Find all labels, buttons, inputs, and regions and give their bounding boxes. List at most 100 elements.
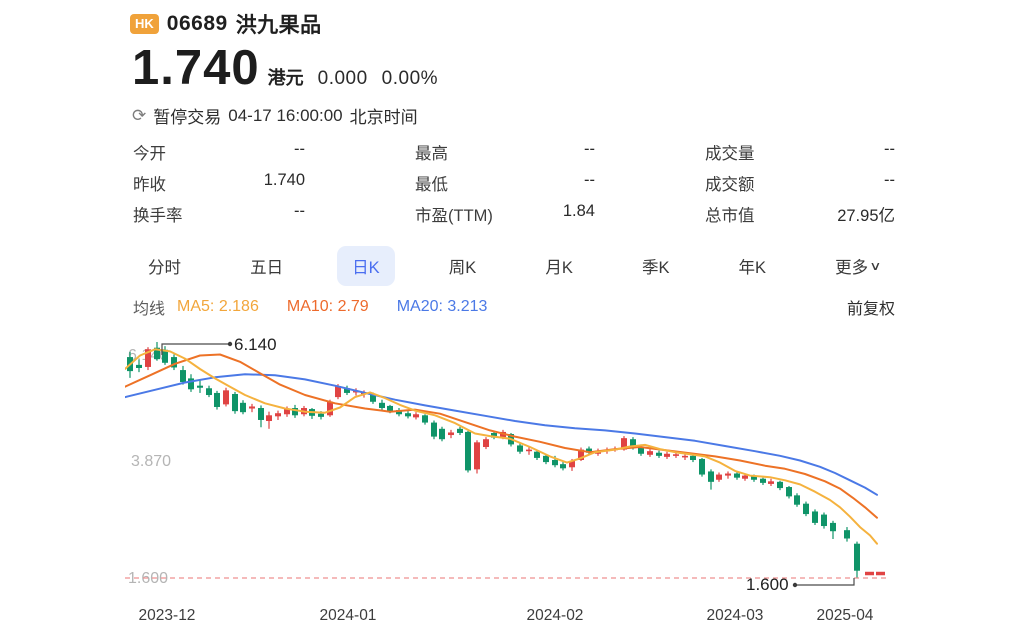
low-annotation-label: 1.600 bbox=[746, 575, 789, 594]
low-annotation-dot bbox=[792, 582, 798, 588]
candle-body bbox=[760, 478, 766, 483]
tab-weekly-k[interactable]: 周K bbox=[448, 259, 477, 277]
candle-body bbox=[344, 388, 350, 393]
refresh-icon[interactable]: ⟳ bbox=[132, 105, 147, 125]
quote-cell-turnover: 成交额 -- bbox=[705, 171, 895, 194]
tab-minute[interactable]: 分时 bbox=[148, 259, 181, 277]
candle-body bbox=[552, 460, 558, 466]
quote-value: 1.740 bbox=[263, 171, 305, 189]
candle-body bbox=[171, 357, 177, 368]
low-annotation-connector bbox=[795, 578, 855, 586]
x-axis-label: 2024-01 bbox=[320, 607, 377, 624]
tab-monthly-k[interactable]: 月K bbox=[545, 259, 573, 277]
quote-label: 市盈(TTM) bbox=[415, 207, 493, 225]
candle-body bbox=[812, 511, 818, 523]
chevron-down-icon: ∨ bbox=[869, 259, 882, 273]
candle-body bbox=[327, 401, 333, 416]
quote-label: 今开 bbox=[133, 145, 166, 163]
x-axis-label: 2023-12 bbox=[139, 607, 196, 624]
quote-cell-prev-close: 昨收 1.740 bbox=[133, 171, 305, 194]
k-line-svg: 6.1403.8701.6006.1401.6002023-122024-012… bbox=[124, 335, 890, 624]
candle-body bbox=[768, 481, 774, 484]
ma5-line bbox=[124, 348, 878, 545]
price-change: 0.000 bbox=[317, 68, 368, 89]
candle-body bbox=[578, 449, 584, 460]
trading-status: 暂停交易 bbox=[153, 108, 222, 127]
halt-mark bbox=[876, 571, 885, 576]
candle-body bbox=[647, 451, 653, 455]
candle-body bbox=[284, 409, 290, 415]
quote-grid: 今开 -- 最高 -- 成交量 -- 昨收 1.740 最低 -- 成交额 --… bbox=[133, 140, 895, 225]
candle-body bbox=[335, 386, 341, 398]
tab-five-day[interactable]: 五日 bbox=[250, 259, 284, 277]
candle-body bbox=[844, 530, 850, 539]
quote-label: 换手率 bbox=[133, 207, 183, 225]
candle-body bbox=[197, 385, 203, 388]
candle-body bbox=[716, 474, 722, 480]
high-annotation-label: 6.140 bbox=[234, 335, 277, 354]
tab-daily-k[interactable]: 日K bbox=[337, 246, 395, 286]
ma20-legend: MA20: 3.213 bbox=[396, 298, 488, 315]
candle-body bbox=[292, 408, 298, 416]
adjust-mode-button[interactable]: 前复权 bbox=[846, 301, 895, 318]
candle-body bbox=[526, 449, 532, 452]
candle-body bbox=[483, 439, 489, 448]
candle-body bbox=[405, 413, 411, 417]
candle-body bbox=[318, 413, 324, 417]
candle-body bbox=[751, 475, 757, 480]
ma5-legend: MA5: 2.186 bbox=[177, 298, 259, 315]
stock-header: HK 06689 洪九果品 bbox=[130, 9, 322, 39]
candle-body bbox=[457, 428, 463, 433]
high-annotation-dot bbox=[227, 341, 233, 347]
y-axis-label: 3.870 bbox=[131, 453, 171, 470]
candle-body bbox=[517, 445, 523, 452]
candle-body bbox=[708, 471, 714, 482]
quote-label: 最低 bbox=[415, 176, 448, 194]
currency-label: 港元 bbox=[267, 68, 304, 88]
candle-body bbox=[188, 378, 194, 390]
candle-body bbox=[474, 442, 480, 470]
quote-value: 27.95亿 bbox=[837, 207, 895, 225]
tab-quarterly-k[interactable]: 季K bbox=[641, 259, 670, 277]
candle-body bbox=[854, 543, 860, 571]
candle-body bbox=[422, 415, 428, 423]
ma-title: 均线 bbox=[133, 301, 166, 318]
candle-body bbox=[742, 475, 748, 479]
candle-body bbox=[396, 410, 402, 415]
tab-yearly-k[interactable]: 年K bbox=[738, 259, 767, 277]
ma-legend-bar: 均线 MA5: 2.186 MA10: 2.79 MA20: 3.213 前复权 bbox=[133, 295, 895, 319]
candle-body bbox=[379, 402, 385, 409]
candle-body bbox=[777, 481, 783, 489]
candle-body bbox=[699, 458, 705, 475]
quote-value: -- bbox=[584, 171, 595, 189]
candle-body bbox=[586, 448, 592, 453]
high-annotation-connector bbox=[161, 343, 230, 355]
candle-body bbox=[794, 495, 800, 505]
candle-body bbox=[803, 503, 809, 515]
price-block: 1.740 港元 0.000 0.00% bbox=[132, 40, 438, 96]
candle-body bbox=[725, 473, 731, 476]
candle-body bbox=[534, 451, 540, 458]
tab-more[interactable]: 更多 ∨ bbox=[835, 259, 882, 277]
quote-label: 最高 bbox=[415, 145, 448, 163]
candlestick-chart[interactable]: 6.1403.8701.6006.1401.6002023-122024-012… bbox=[124, 330, 900, 630]
candle-body bbox=[266, 415, 272, 422]
price-change-percent: 0.00% bbox=[381, 68, 439, 89]
candle-body bbox=[664, 453, 670, 457]
candle-body bbox=[560, 464, 566, 469]
quote-label: 成交额 bbox=[705, 176, 755, 194]
status-timezone: 北京时间 bbox=[349, 108, 418, 127]
x-axis-label: 2025-04 bbox=[817, 607, 874, 624]
candle-body bbox=[621, 438, 627, 450]
candle-body bbox=[690, 455, 696, 460]
stock-code: 06689 bbox=[166, 12, 228, 35]
quote-cell-volume: 成交量 -- bbox=[705, 140, 895, 163]
candle-body bbox=[206, 388, 212, 396]
candle-body bbox=[145, 349, 151, 367]
trading-status-row: ⟳ 暂停交易 04-17 16:00:00 北京时间 bbox=[132, 103, 418, 128]
quote-value: -- bbox=[294, 202, 305, 220]
candle-body bbox=[734, 473, 740, 478]
candle-body bbox=[630, 439, 636, 448]
candle-body bbox=[656, 452, 662, 456]
quote-cell-pe-ttm: 市盈(TTM) 1.84 bbox=[415, 202, 595, 225]
